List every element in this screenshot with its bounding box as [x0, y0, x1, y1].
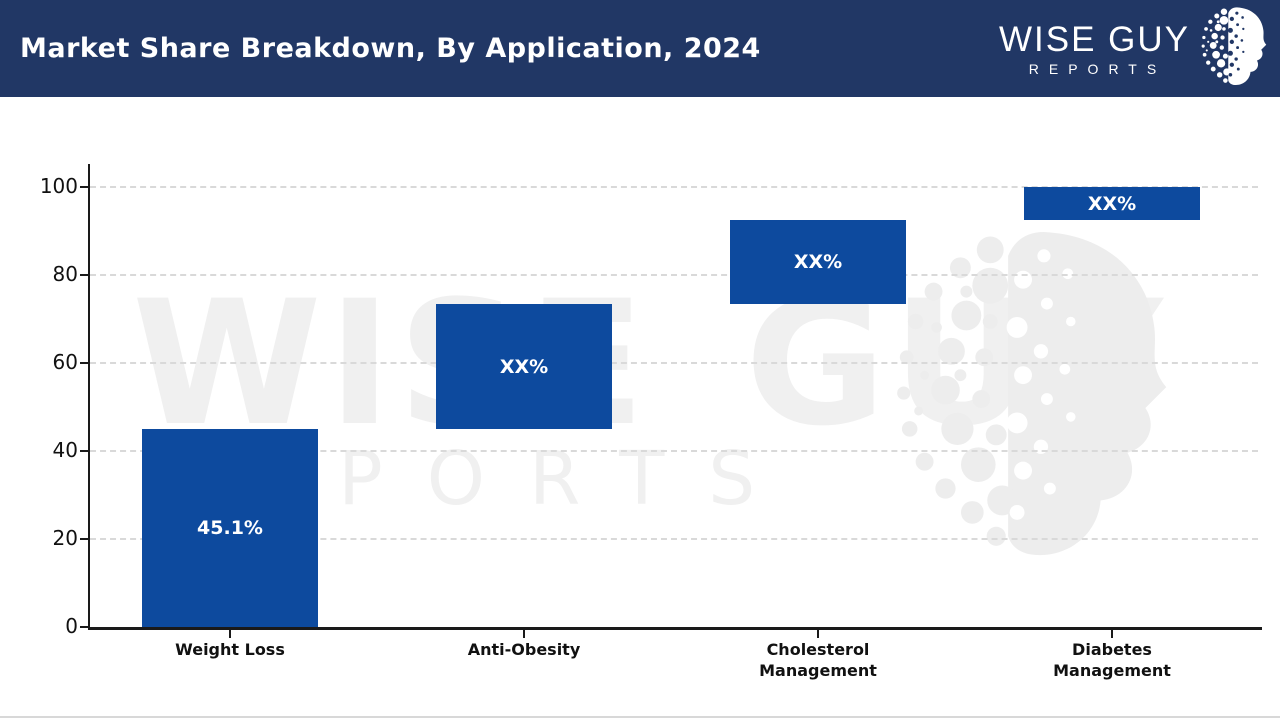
- logo-subtitle: REPORTS: [1028, 60, 1167, 77]
- category-label-2: Cholesterol Management: [759, 640, 877, 680]
- gridline-20: [90, 538, 1258, 540]
- bottom-divider: [0, 716, 1280, 718]
- x-tick-3: [1111, 630, 1113, 638]
- logo-head-icon: [1201, 7, 1267, 86]
- y-tick-label-0: 0: [65, 614, 78, 638]
- gridline-100: [90, 186, 1258, 188]
- bar-anti-obesity: XX%: [436, 304, 612, 429]
- y-tick-label-80: 80: [52, 262, 78, 286]
- header-band: Market Share Breakdown, By Application, …: [0, 0, 1280, 97]
- y-tick-label-60: 60: [52, 350, 78, 374]
- watermark-head-icon: [897, 231, 1167, 556]
- y-tick-label-40: 40: [52, 438, 78, 462]
- wise-guy-logo: WISE GUY REPORTS: [999, 4, 1270, 94]
- y-tick-40: [80, 450, 88, 452]
- bar-weight-loss: 45.1%: [142, 428, 318, 627]
- bar-label-diabetes-management: XX%: [1087, 192, 1137, 215]
- x-tick-1: [523, 630, 525, 638]
- x-tick-0: [229, 630, 231, 638]
- logo-text: WISE GUY REPORTS: [999, 22, 1190, 77]
- gridline-80: [90, 274, 1258, 276]
- category-label-0: Weight Loss: [175, 640, 285, 659]
- y-tick-80: [80, 274, 88, 276]
- gridline-40: [90, 450, 1258, 452]
- category-label-3: Diabetes Management: [1053, 640, 1171, 680]
- x-tick-2: [817, 630, 819, 638]
- page-title: Market Share Breakdown, By Application, …: [20, 33, 761, 64]
- logo-wordmark: WISE GUY: [998, 19, 1190, 59]
- y-tick-0: [80, 626, 88, 628]
- bar-cholesterol-management: XX%: [730, 220, 906, 305]
- bar-label-cholesterol-management: XX%: [793, 251, 843, 274]
- y-axis: [88, 164, 90, 630]
- bar-label-weight-loss: 45.1%: [197, 516, 263, 539]
- y-tick-label-100: 100: [39, 174, 78, 198]
- y-tick-label-20: 20: [52, 526, 78, 550]
- bar-label-anti-obesity: XX%: [499, 355, 549, 378]
- x-axis: [88, 627, 1262, 630]
- y-tick-100: [80, 186, 88, 188]
- gridline-60: [90, 362, 1258, 364]
- y-tick-60: [80, 362, 88, 364]
- y-tick-20: [80, 538, 88, 540]
- bar-diabetes-management: XX%: [1024, 187, 1200, 220]
- category-label-1: Anti-Obesity: [467, 640, 581, 659]
